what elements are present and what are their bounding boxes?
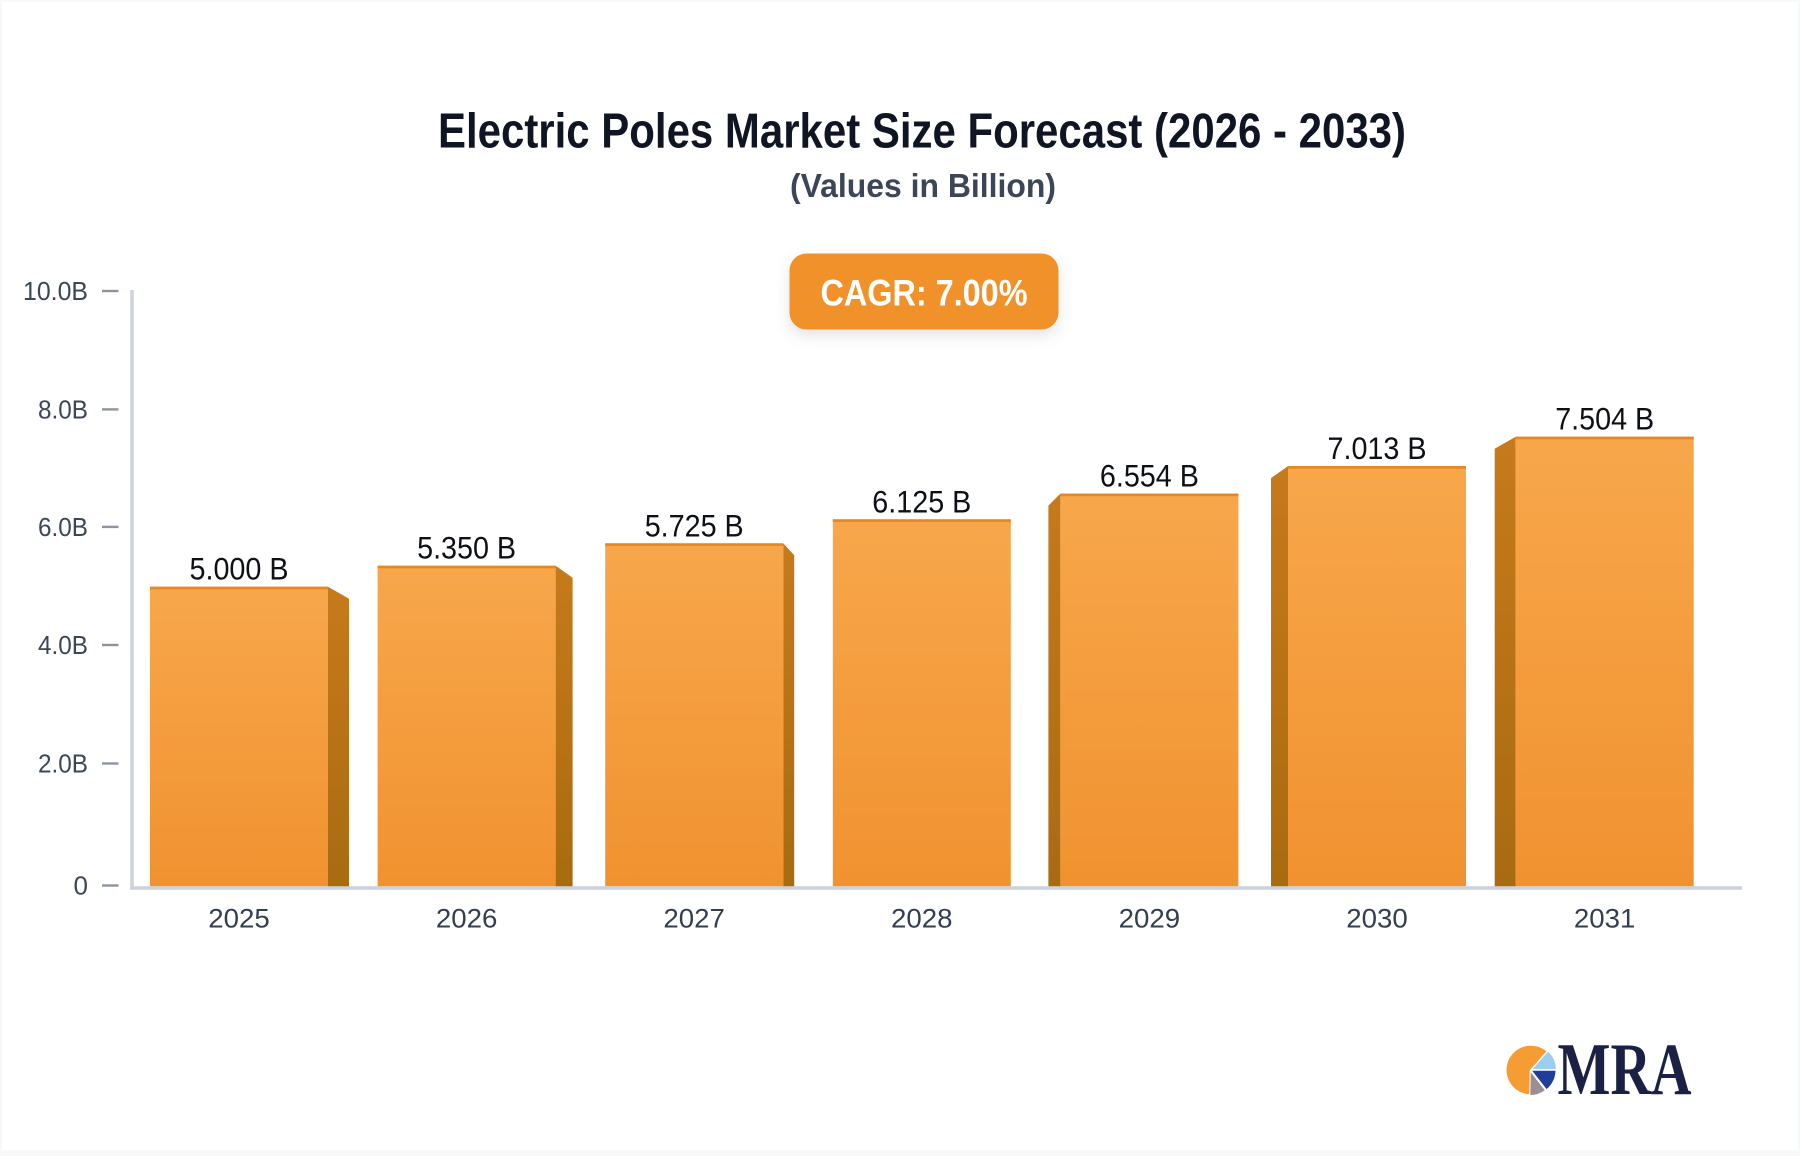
svg-text:7.013 B: 7.013 B [1328, 430, 1427, 466]
svg-text:Electric Poles Market Size For: Electric Poles Market Size Forecast (202… [438, 105, 1406, 159]
svg-text:8.0B: 8.0B [38, 394, 88, 424]
svg-text:2025: 2025 [208, 903, 270, 933]
svg-text:2026: 2026 [436, 903, 498, 933]
svg-text:CAGR: 7.00%: CAGR: 7.00% [821, 272, 1028, 314]
svg-text:7.504 B: 7.504 B [1555, 401, 1654, 437]
svg-text:4.0B: 4.0B [38, 630, 88, 660]
svg-text:5.350 B: 5.350 B [417, 530, 516, 566]
svg-text:2030: 2030 [1346, 903, 1408, 933]
svg-text:2029: 2029 [1119, 903, 1181, 933]
svg-text:5.000 B: 5.000 B [190, 551, 289, 587]
svg-text:(Values in Billion): (Values in Billion) [790, 167, 1056, 204]
svg-text:6.554 B: 6.554 B [1100, 458, 1199, 494]
svg-text:2.0B: 2.0B [38, 748, 88, 778]
svg-text:5.725 B: 5.725 B [645, 507, 744, 543]
svg-text:0: 0 [74, 870, 88, 900]
svg-text:10.0B: 10.0B [23, 276, 88, 306]
svg-text:6.125 B: 6.125 B [872, 483, 971, 519]
svg-text:MRA: MRA [1558, 1029, 1692, 1111]
svg-text:6.0B: 6.0B [38, 512, 88, 542]
svg-text:2027: 2027 [663, 903, 725, 933]
svg-text:2028: 2028 [891, 903, 953, 933]
svg-text:2031: 2031 [1574, 903, 1636, 933]
